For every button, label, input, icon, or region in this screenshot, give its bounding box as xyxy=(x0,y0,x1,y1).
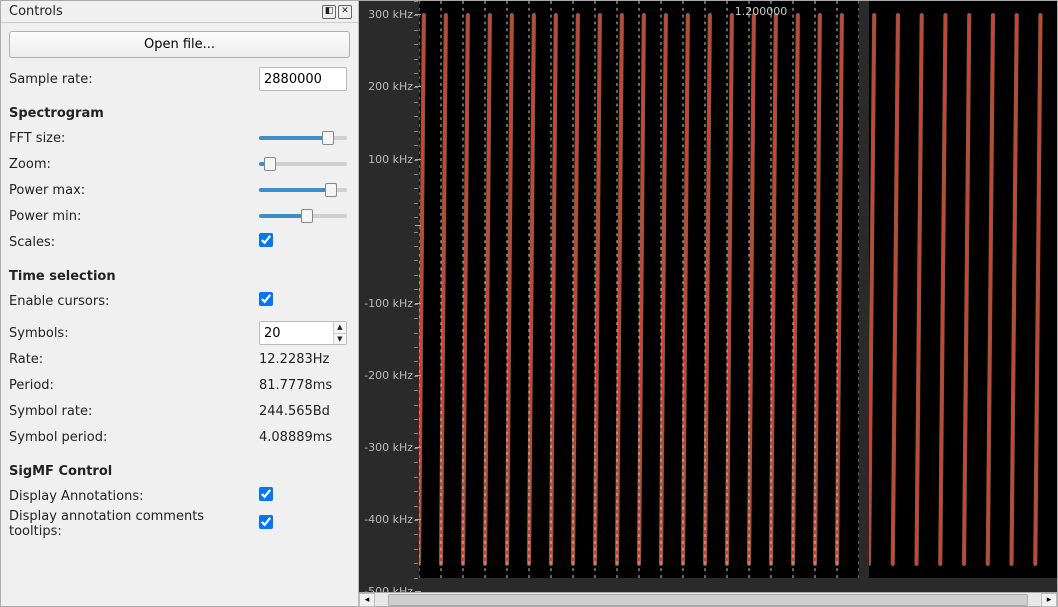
sigmf-header: SigMF Control xyxy=(9,464,350,479)
display-annotations-label: Display Annotations: xyxy=(9,489,259,504)
spectrogram-header: Spectrogram xyxy=(9,106,350,121)
time-selection-header: Time selection xyxy=(9,269,350,284)
scales-label: Scales: xyxy=(9,235,259,250)
scroll-thumb[interactable] xyxy=(388,594,1027,606)
power-max-slider[interactable] xyxy=(259,181,347,199)
close-icon[interactable]: ✕ xyxy=(338,5,352,19)
scroll-right-icon[interactable]: ▸ xyxy=(1041,593,1057,607)
display-tooltips-checkbox[interactable] xyxy=(259,515,273,529)
rate-label: Rate: xyxy=(9,352,259,367)
scales-checkbox[interactable] xyxy=(259,233,273,247)
zoom-label: Zoom: xyxy=(9,157,259,172)
period-label: Period: xyxy=(9,378,259,393)
zoom-slider[interactable] xyxy=(259,155,347,173)
symbols-step-down[interactable]: ▼ xyxy=(334,334,346,345)
time-axis-label: 1.200000 xyxy=(735,5,788,18)
symbol-rate-value: 244.565Bd xyxy=(259,404,350,419)
spectrogram-canvas[interactable]: 300 kHz200 kHz100 kHz-100 kHz-200 kHz-30… xyxy=(359,1,1057,592)
controls-panel: Controls ◧ ✕ Open file... Sample rate: S… xyxy=(1,1,359,606)
freq-axis: 300 kHz200 kHz100 kHz-100 kHz-200 kHz-30… xyxy=(359,1,419,578)
symbol-rate-label: Symbol rate: xyxy=(9,404,259,419)
power-max-label: Power max: xyxy=(9,183,259,198)
panel-titlebar: Controls ◧ ✕ xyxy=(1,1,358,23)
display-annotations-checkbox[interactable] xyxy=(259,487,273,501)
sample-rate-label: Sample rate: xyxy=(9,72,259,87)
open-file-button[interactable]: Open file... xyxy=(9,31,350,58)
display-tooltips-label: Display annotation comments tooltips: xyxy=(9,509,259,539)
period-value: 81.7778ms xyxy=(259,378,350,393)
symbols-stepper[interactable]: ▲▼ xyxy=(259,321,347,345)
horizontal-scrollbar[interactable]: ◂ ▸ xyxy=(359,592,1057,606)
sample-rate-input[interactable] xyxy=(259,67,347,91)
enable-cursors-label: Enable cursors: xyxy=(9,294,259,309)
symbol-period-label: Symbol period: xyxy=(9,430,259,445)
spectrogram-area: 300 kHz200 kHz100 kHz-100 kHz-200 kHz-30… xyxy=(359,1,1057,606)
spectrogram-plot[interactable] xyxy=(419,1,1057,578)
symbols-label: Symbols: xyxy=(9,326,259,341)
fft-size-slider[interactable] xyxy=(259,129,347,147)
rate-value: 12.2283Hz xyxy=(259,352,350,367)
undock-icon[interactable]: ◧ xyxy=(322,5,336,19)
panel-title: Controls xyxy=(9,4,63,19)
power-min-label: Power min: xyxy=(9,209,259,224)
fft-size-label: FFT size: xyxy=(9,131,259,146)
symbols-input[interactable] xyxy=(260,322,333,344)
power-min-slider[interactable] xyxy=(259,207,347,225)
symbol-period-value: 4.08889ms xyxy=(259,430,350,445)
symbols-step-up[interactable]: ▲ xyxy=(334,322,346,334)
enable-cursors-checkbox[interactable] xyxy=(259,292,273,306)
scroll-left-icon[interactable]: ◂ xyxy=(359,593,375,607)
segment-gap xyxy=(859,1,869,578)
